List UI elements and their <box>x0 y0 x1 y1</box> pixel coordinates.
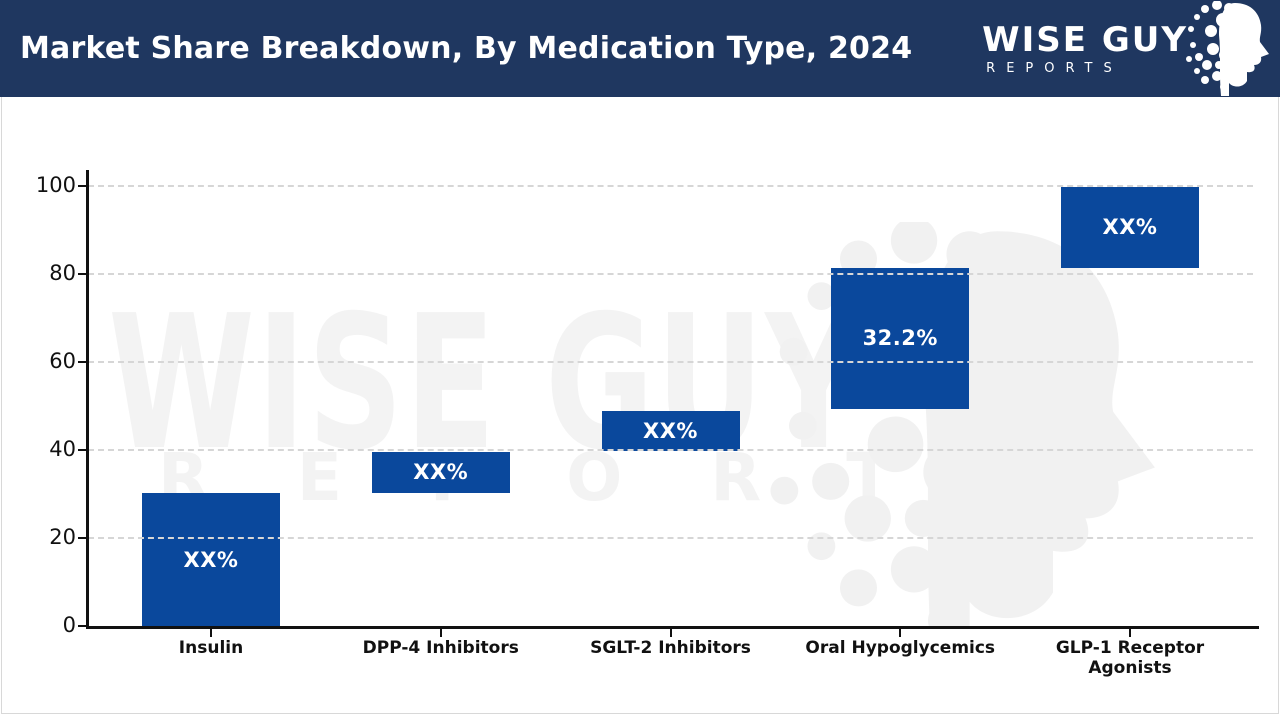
x-tick-mark <box>439 629 442 637</box>
x-axis-label: GLP-1 Receptor Agonists <box>1055 638 1205 678</box>
bar-value-label: XX% <box>183 547 239 572</box>
page-title: Market Share Breakdown, By Medication Ty… <box>20 31 913 66</box>
y-tick-label: 0 <box>62 613 76 637</box>
gridline <box>88 361 1253 363</box>
brand-face-icon <box>1182 1 1274 96</box>
x-tick-mark <box>899 629 902 637</box>
gridline <box>88 449 1253 451</box>
x-axis-label: Oral Hypoglycemics <box>805 638 996 658</box>
x-axis-line <box>86 626 1259 629</box>
y-axis-line <box>86 170 89 629</box>
y-tick-mark <box>78 361 86 363</box>
bar-value-label: XX% <box>643 418 698 443</box>
y-tick-mark <box>78 537 86 539</box>
y-tick-mark <box>78 625 86 627</box>
header-bar: Market Share Breakdown, By Medication Ty… <box>0 0 1280 97</box>
x-tick-mark <box>669 629 672 637</box>
y-tick-label: 100 <box>35 173 76 197</box>
y-tick-label: 80 <box>49 261 76 285</box>
y-tick-mark <box>78 273 86 275</box>
y-tick-mark <box>78 449 86 451</box>
gridline <box>88 185 1253 187</box>
x-axis-label: DPP-4 Inhibitors <box>362 638 519 658</box>
y-tick-mark <box>78 185 86 187</box>
bar: XX% <box>371 451 510 493</box>
bar-value-label: 32.2% <box>862 326 938 351</box>
y-tick-label: 60 <box>49 349 76 373</box>
bar: XX% <box>1061 186 1199 268</box>
y-tick-label: 20 <box>49 525 76 549</box>
x-tick-mark <box>1129 629 1131 637</box>
gridline <box>88 273 1253 275</box>
bar: 32.2% <box>831 267 970 410</box>
y-tick-label: 40 <box>49 437 76 461</box>
brand-subtitle-text: REPORTS <box>986 60 1123 76</box>
bar-value-label: XX% <box>1102 215 1158 240</box>
brand-logo: WISE GUY REPORTS <box>982 1 1280 96</box>
gridline <box>88 537 1253 539</box>
bar-value-label: XX% <box>413 460 469 485</box>
x-tick-mark <box>210 629 212 637</box>
bar: XX% <box>142 493 280 626</box>
x-axis-label: SGLT-2 Inhibitors <box>590 638 751 658</box>
x-axis-label: Insulin <box>178 638 244 658</box>
bar: XX% <box>601 410 740 451</box>
brand-name-text: WISE GUY <box>982 19 1188 60</box>
brand-wordmark: WISE GUY REPORTS <box>982 22 1188 76</box>
